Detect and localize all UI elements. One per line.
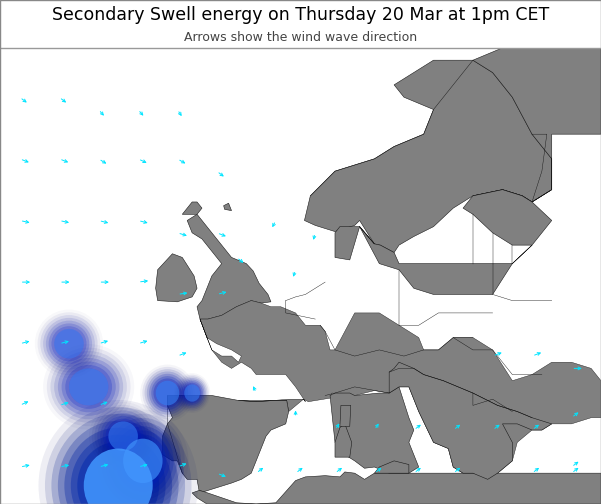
Text: Arrows show the wind wave direction: Arrows show the wind wave direction [184,31,417,44]
Polygon shape [305,60,552,253]
Ellipse shape [61,361,116,412]
Ellipse shape [123,438,162,483]
Ellipse shape [178,378,206,408]
Ellipse shape [123,438,162,483]
Ellipse shape [142,367,192,419]
Ellipse shape [94,408,152,465]
Ellipse shape [46,321,92,367]
Ellipse shape [92,405,154,468]
Ellipse shape [177,376,207,410]
Ellipse shape [50,351,127,423]
Ellipse shape [84,449,153,504]
Polygon shape [156,254,197,302]
Ellipse shape [54,354,123,419]
Ellipse shape [43,318,95,369]
Ellipse shape [116,430,170,491]
Ellipse shape [105,418,181,504]
Ellipse shape [108,421,138,451]
Polygon shape [187,214,271,319]
Ellipse shape [58,421,178,504]
Ellipse shape [185,385,200,402]
Ellipse shape [78,442,159,504]
Ellipse shape [106,419,141,454]
Ellipse shape [100,413,146,459]
Polygon shape [330,387,419,473]
Ellipse shape [47,348,130,426]
Ellipse shape [45,407,192,504]
Polygon shape [335,424,352,457]
Ellipse shape [108,421,138,451]
Ellipse shape [183,383,201,403]
Ellipse shape [38,400,198,504]
Polygon shape [340,405,351,426]
Ellipse shape [180,380,204,407]
Ellipse shape [64,428,172,504]
Polygon shape [192,472,601,504]
Ellipse shape [69,368,108,405]
Ellipse shape [37,312,100,375]
Ellipse shape [112,426,174,495]
Ellipse shape [182,381,203,405]
Ellipse shape [49,324,90,364]
Ellipse shape [175,374,209,411]
Ellipse shape [97,410,149,462]
Ellipse shape [69,368,108,405]
Polygon shape [473,48,601,202]
Ellipse shape [156,381,179,405]
Polygon shape [335,227,374,260]
Ellipse shape [52,326,87,361]
Ellipse shape [149,374,186,412]
Ellipse shape [54,329,84,358]
Ellipse shape [108,422,177,499]
Ellipse shape [58,358,120,416]
Ellipse shape [103,416,144,457]
Polygon shape [200,300,601,479]
Polygon shape [374,461,409,473]
Ellipse shape [156,381,179,405]
Ellipse shape [66,365,112,409]
Ellipse shape [71,434,166,504]
Ellipse shape [145,369,191,417]
Ellipse shape [151,376,184,410]
Polygon shape [359,190,552,294]
Ellipse shape [153,379,182,408]
Ellipse shape [54,329,84,358]
Ellipse shape [120,434,166,487]
Ellipse shape [185,385,200,402]
Polygon shape [182,202,202,214]
Ellipse shape [40,315,97,372]
Ellipse shape [101,414,185,504]
Text: Secondary Swell energy on Thursday 20 Mar at 1pm CET: Secondary Swell energy on Thursday 20 Ma… [52,7,549,24]
Ellipse shape [52,414,185,504]
Polygon shape [389,362,552,479]
Ellipse shape [84,449,153,504]
Polygon shape [224,203,231,211]
Ellipse shape [147,371,188,415]
Polygon shape [162,396,288,492]
